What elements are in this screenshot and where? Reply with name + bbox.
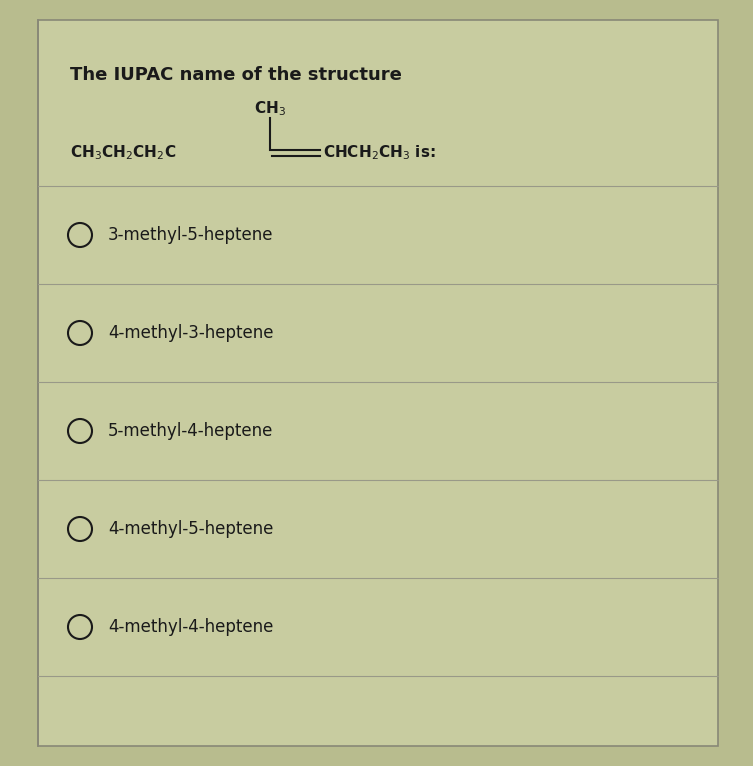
- Text: CHCH$_2$CH$_3$ is:: CHCH$_2$CH$_3$ is:: [323, 144, 436, 162]
- Text: 4-methyl-5-heptene: 4-methyl-5-heptene: [108, 520, 273, 538]
- Text: 5-methyl-4-heptene: 5-methyl-4-heptene: [108, 422, 273, 440]
- Text: 3-methyl-5-heptene: 3-methyl-5-heptene: [108, 226, 273, 244]
- Text: The IUPAC name of the structure: The IUPAC name of the structure: [70, 66, 402, 84]
- Text: CH$_3$CH$_2$CH$_2$C: CH$_3$CH$_2$CH$_2$C: [70, 144, 176, 162]
- Text: CH$_3$: CH$_3$: [254, 100, 286, 118]
- Text: 4-methyl-4-heptene: 4-methyl-4-heptene: [108, 618, 273, 636]
- Text: 4-methyl-3-heptene: 4-methyl-3-heptene: [108, 324, 273, 342]
